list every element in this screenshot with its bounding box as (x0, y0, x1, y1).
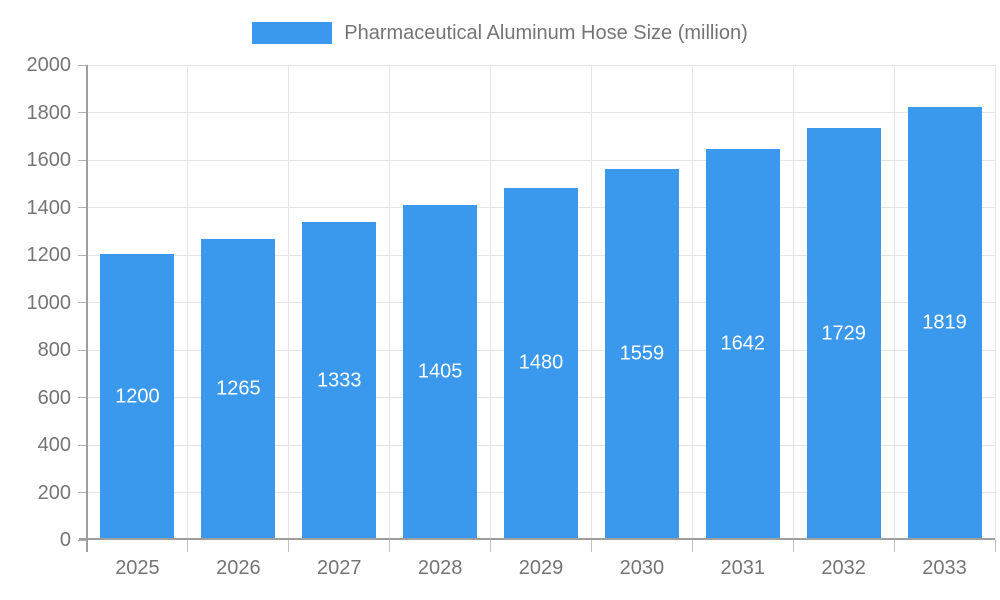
bar-value-label: 1480 (518, 351, 564, 374)
x-axis-label: 2028 (417, 557, 463, 579)
y-axis-tick (78, 349, 86, 351)
bar-2028: 1405 (403, 205, 478, 539)
x-axis-tick (187, 540, 189, 552)
y-axis-label: 1600 (26, 149, 72, 171)
x-axis-label: 2029 (518, 557, 564, 579)
x-axis-label: 2031 (720, 557, 766, 579)
y-axis-tick (78, 207, 86, 208)
x-axis-tick (389, 540, 391, 552)
x-axis-tick (590, 540, 592, 552)
v-gridline (288, 65, 290, 540)
bar-2025: 1200 (100, 254, 175, 539)
bar-2029: 1480 (504, 187, 578, 539)
y-axis-tick (78, 159, 86, 161)
y-axis-label: 1200 (26, 244, 72, 266)
bar-2031: 1642 (705, 149, 780, 539)
y-axis-line (86, 65, 88, 552)
y-axis-label: 1400 (26, 196, 72, 219)
y-axis-label: 600 (37, 386, 71, 409)
bar-value-label: 1405 (417, 360, 463, 383)
y-axis-label: 800 (37, 339, 71, 361)
y-axis-label: 200 (37, 481, 71, 504)
x-axis-label: 2026 (216, 557, 261, 579)
legend-label: Pharmaceutical Aluminum Hose Size (milli… (344, 21, 748, 44)
v-gridline (792, 65, 794, 540)
x-axis-label: 2030 (619, 557, 665, 579)
v-gridline (994, 65, 996, 540)
y-axis-label: 1000 (26, 291, 72, 314)
x-axis-label: 2027 (316, 557, 362, 579)
y-axis-tick (78, 254, 86, 256)
h-gridline (87, 159, 995, 161)
x-axis-tick (994, 540, 996, 552)
v-gridline (590, 65, 592, 540)
plot-area: 0 200 400 600 800 1000 1200 1400 1600 1800 2000 120… (27, 54, 996, 579)
x-axis-tick (893, 540, 895, 552)
v-gridline (691, 65, 693, 540)
y-axis-tick (78, 444, 86, 446)
chart-legend: Pharmaceutical Aluminum Hose Size (milli… (0, 20, 1000, 46)
y-axis-tick (78, 492, 86, 493)
y-axis-tick (78, 112, 86, 113)
bar-2033: 1819 (907, 107, 982, 539)
legend-swatch (252, 22, 333, 44)
y-axis-label: 400 (37, 434, 71, 456)
y-axis-label: 1800 (26, 101, 72, 124)
v-gridline (893, 65, 895, 540)
x-axis-tick (490, 540, 492, 552)
bar-2027: 1333 (302, 222, 377, 539)
bar-value-label: 1819 (922, 311, 967, 334)
v-gridline (389, 65, 391, 540)
bar-value-label: 1265 (216, 377, 261, 400)
bar-value-label: 1200 (115, 385, 160, 407)
x-axis-label: 2033 (922, 557, 967, 579)
x-axis-label: 2032 (821, 557, 866, 579)
v-gridline (187, 65, 189, 540)
bar-2032: 1729 (806, 128, 881, 539)
x-axis-line (79, 538, 995, 540)
h-gridline (87, 64, 995, 66)
bar-value-label: 1333 (316, 369, 362, 392)
y-axis-tick (78, 302, 86, 303)
x-axis-label: 2025 (115, 557, 160, 579)
x-axis-tick (691, 540, 693, 552)
bar-2026: 1265 (201, 238, 276, 539)
x-axis-tick (288, 540, 290, 552)
bar-value-label: 1729 (821, 322, 866, 345)
y-axis-tick (78, 397, 86, 398)
x-axis-tick (792, 540, 794, 552)
bar-2030: 1559 (604, 168, 679, 539)
bar-value-label: 1642 (720, 332, 766, 355)
h-gridline (87, 112, 995, 113)
y-axis-label: 0 (59, 529, 71, 551)
y-axis-tick (78, 64, 86, 66)
bar-value-label: 1559 (619, 342, 665, 365)
v-gridline (490, 65, 492, 540)
y-axis-label: 2000 (26, 54, 72, 76)
y-axis-tick (78, 539, 86, 541)
